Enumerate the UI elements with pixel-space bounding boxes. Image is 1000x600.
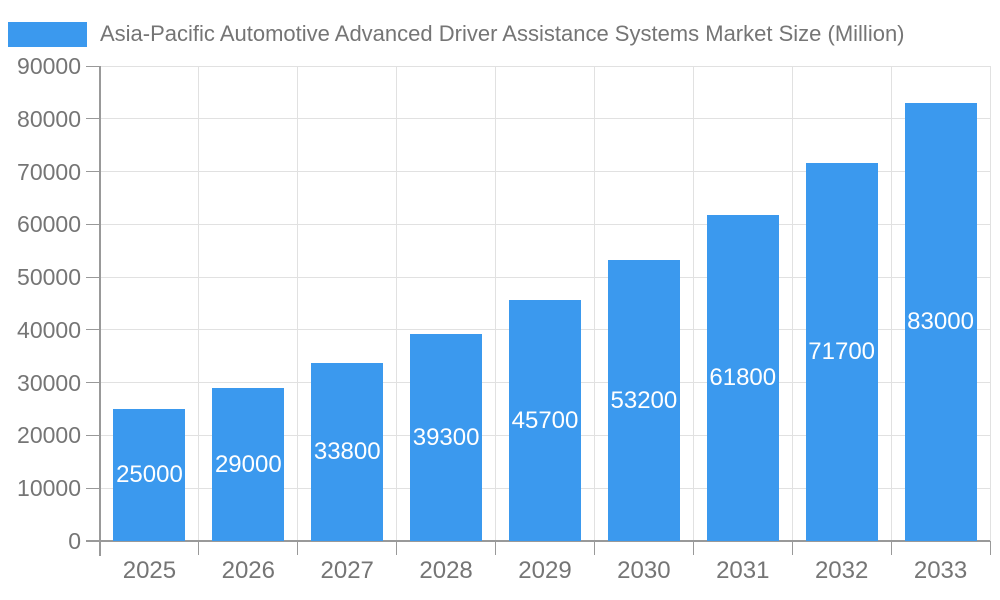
x-axis-label-2033: 2033 — [913, 557, 968, 584]
bar-value-label: 61800 — [709, 364, 777, 391]
x-axis-tick — [890, 541, 892, 555]
bar-2029[interactable]: 45700 — [509, 300, 581, 541]
y-axis-tick — [86, 329, 100, 331]
y-axis-tick — [86, 487, 100, 489]
y-axis-label: 30000 — [17, 369, 81, 396]
bar-2030[interactable]: 53200 — [607, 260, 680, 541]
legend-label[interactable]: Asia-Pacific Automotive Advanced Driver … — [100, 21, 905, 46]
x-axis-tick — [692, 541, 694, 555]
y-axis-tick — [86, 171, 100, 173]
x-gridline — [692, 66, 694, 541]
x-axis-tick — [593, 541, 595, 555]
y-axis-label: 80000 — [17, 105, 81, 132]
y-axis-line — [99, 66, 101, 556]
y-gridline — [100, 223, 990, 225]
x-axis-tick — [495, 541, 497, 555]
x-gridline — [593, 66, 595, 541]
y-axis-tick — [86, 118, 100, 120]
legend-item[interactable]: Asia-Pacific Automotive Advanced Driver … — [8, 21, 905, 47]
y-gridline — [100, 276, 990, 278]
x-axis-tick — [396, 541, 398, 555]
x-gridline — [890, 66, 892, 541]
y-axis-label: 90000 — [17, 53, 81, 79]
x-axis-line — [86, 540, 990, 542]
bar-2031[interactable]: 61800 — [706, 215, 779, 541]
bar-2028[interactable]: 39300 — [410, 334, 483, 541]
y-axis-tick — [86, 434, 100, 436]
bar-2026[interactable]: 29000 — [212, 388, 285, 541]
y-axis-label: 40000 — [17, 316, 81, 343]
x-axis-label-2031: 2031 — [716, 557, 770, 584]
bar-value-label: 83000 — [907, 308, 974, 335]
y-axis-tick — [86, 223, 100, 225]
y-gridline — [100, 65, 990, 67]
bar-value-label: 25000 — [116, 461, 183, 488]
y-axis-label: 50000 — [17, 264, 81, 291]
x-gridline — [791, 66, 793, 541]
x-axis-tick — [198, 541, 200, 555]
x-gridline — [198, 66, 200, 541]
y-axis-label: 20000 — [17, 422, 81, 449]
y-gridline — [100, 118, 990, 120]
x-gridline — [396, 66, 398, 541]
y-axis-label: 70000 — [17, 158, 81, 185]
x-axis-tick — [791, 541, 793, 555]
bar-value-label: 39300 — [412, 423, 480, 451]
bar-value-label: 71700 — [808, 338, 876, 365]
bar-value-label: 29000 — [214, 450, 282, 478]
x-axis-label-2025: 2025 — [122, 557, 177, 584]
bar-value-label: 53200 — [610, 386, 678, 414]
x-axis-label-2030: 2030 — [617, 557, 671, 584]
x-axis-label-2032: 2032 — [814, 557, 869, 584]
bar-value-label: 45700 — [511, 406, 579, 434]
x-gridline — [297, 66, 299, 541]
y-axis-tick — [86, 276, 100, 278]
bar-2033[interactable]: 83000 — [904, 103, 977, 541]
x-axis-label-2026: 2026 — [221, 557, 275, 584]
x-axis-label-2027: 2027 — [320, 557, 374, 584]
y-axis-label: 10000 — [17, 475, 81, 502]
bar-2032[interactable]: 71700 — [805, 163, 878, 541]
x-gridline — [495, 66, 497, 541]
y-gridline — [100, 171, 990, 173]
x-axis-label-2028: 2028 — [419, 557, 473, 584]
x-gridline — [989, 66, 991, 541]
x-axis-tick — [297, 541, 299, 555]
bar-2027[interactable]: 33800 — [311, 363, 384, 541]
legend-swatch[interactable] — [8, 21, 87, 47]
y-axis-tick — [86, 65, 100, 67]
x-axis-tick — [989, 541, 991, 555]
x-axis-label-2029: 2029 — [518, 557, 572, 584]
y-axis-label: 0 — [68, 528, 81, 554]
y-axis-tick — [86, 382, 100, 384]
y-axis-label: 60000 — [17, 211, 81, 238]
bar-value-label: 33800 — [313, 438, 381, 465]
bar-2025[interactable]: 25000 — [113, 409, 186, 541]
